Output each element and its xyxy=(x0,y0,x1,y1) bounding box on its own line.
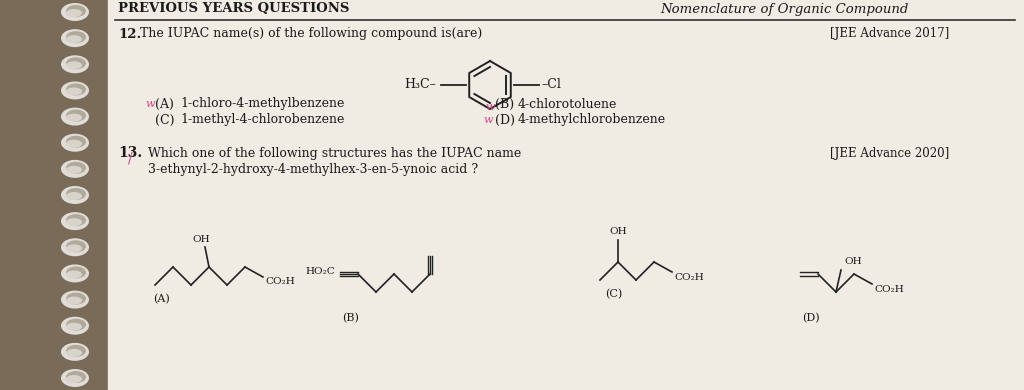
Text: (B): (B) xyxy=(495,98,514,110)
Text: –Cl: –Cl xyxy=(541,78,561,90)
Text: OH: OH xyxy=(609,227,627,236)
Text: [JEE Advance 2017]: [JEE Advance 2017] xyxy=(830,28,949,41)
Ellipse shape xyxy=(61,264,89,282)
Ellipse shape xyxy=(66,136,86,148)
Text: 4-methylchlorobenzene: 4-methylchlorobenzene xyxy=(518,113,667,126)
Text: CO₂H: CO₂H xyxy=(674,273,703,282)
Ellipse shape xyxy=(66,140,82,148)
Ellipse shape xyxy=(61,134,89,152)
Bar xyxy=(108,0,1024,390)
Text: (C): (C) xyxy=(605,289,623,299)
Text: w: w xyxy=(483,115,493,125)
Ellipse shape xyxy=(66,323,82,331)
Ellipse shape xyxy=(66,319,86,331)
Ellipse shape xyxy=(61,82,89,99)
Bar xyxy=(0,0,108,390)
Text: Which one of the following structures has the IUPAC name: Which one of the following structures ha… xyxy=(148,147,521,160)
Ellipse shape xyxy=(66,188,86,200)
Ellipse shape xyxy=(66,349,82,357)
Ellipse shape xyxy=(66,87,82,96)
Text: 4-chlorotoluene: 4-chlorotoluene xyxy=(518,98,617,110)
Ellipse shape xyxy=(66,270,82,278)
Ellipse shape xyxy=(66,83,86,96)
Ellipse shape xyxy=(66,113,82,122)
Text: CO₂H: CO₂H xyxy=(874,285,904,294)
Text: HO₂C: HO₂C xyxy=(305,268,335,277)
Text: w: w xyxy=(485,102,495,112)
Text: The IUPAC name(s) of the following compound is(are): The IUPAC name(s) of the following compo… xyxy=(140,28,482,41)
Ellipse shape xyxy=(66,110,86,122)
Text: Nomenclature of Organic Compound: Nomenclature of Organic Compound xyxy=(660,2,908,16)
Text: (D): (D) xyxy=(802,313,819,323)
Ellipse shape xyxy=(66,9,82,17)
Ellipse shape xyxy=(61,369,89,387)
Ellipse shape xyxy=(61,160,89,178)
Text: /: / xyxy=(128,151,133,165)
Text: 1-chloro-4-methylbenzene: 1-chloro-4-methylbenzene xyxy=(180,98,344,110)
Text: (C): (C) xyxy=(155,113,174,126)
Ellipse shape xyxy=(66,244,82,252)
Text: [JEE Advance 2020]: [JEE Advance 2020] xyxy=(830,147,949,160)
Ellipse shape xyxy=(61,55,89,73)
Ellipse shape xyxy=(66,162,86,174)
Text: (D): (D) xyxy=(495,113,515,126)
Ellipse shape xyxy=(66,345,86,357)
Text: OH: OH xyxy=(844,257,861,266)
Text: (A): (A) xyxy=(153,294,170,304)
Ellipse shape xyxy=(61,343,89,361)
Ellipse shape xyxy=(61,317,89,335)
Ellipse shape xyxy=(66,296,82,305)
Text: 12.: 12. xyxy=(118,28,141,41)
Text: (A): (A) xyxy=(155,98,174,110)
Text: 1-methyl-4-chlorobenzene: 1-methyl-4-chlorobenzene xyxy=(180,113,344,126)
Ellipse shape xyxy=(61,3,89,21)
Ellipse shape xyxy=(61,29,89,47)
Ellipse shape xyxy=(66,192,82,200)
Ellipse shape xyxy=(61,212,89,230)
Ellipse shape xyxy=(66,166,82,174)
Ellipse shape xyxy=(66,57,86,69)
Ellipse shape xyxy=(66,240,86,252)
Ellipse shape xyxy=(61,291,89,308)
Text: H₃C–: H₃C– xyxy=(404,78,436,90)
Text: 13.: 13. xyxy=(118,146,142,160)
Text: w: w xyxy=(145,99,155,109)
Ellipse shape xyxy=(66,61,82,69)
Ellipse shape xyxy=(66,371,86,383)
Text: PREVIOUS YEARS QUESTIONS: PREVIOUS YEARS QUESTIONS xyxy=(118,2,349,16)
Text: CO₂H: CO₂H xyxy=(265,278,295,287)
Ellipse shape xyxy=(66,214,86,226)
Text: 3-ethynyl-2-hydroxy-4-methylhex-3-en-5-ynoic acid ?: 3-ethynyl-2-hydroxy-4-methylhex-3-en-5-y… xyxy=(148,163,478,176)
Ellipse shape xyxy=(66,35,82,43)
Ellipse shape xyxy=(66,266,86,278)
Text: (B): (B) xyxy=(342,313,358,323)
Ellipse shape xyxy=(61,238,89,256)
Ellipse shape xyxy=(66,292,86,305)
Text: OH: OH xyxy=(193,234,210,243)
Ellipse shape xyxy=(66,375,82,383)
Ellipse shape xyxy=(66,218,82,226)
Ellipse shape xyxy=(61,108,89,126)
Ellipse shape xyxy=(66,31,86,43)
Ellipse shape xyxy=(61,186,89,204)
Ellipse shape xyxy=(66,5,86,17)
